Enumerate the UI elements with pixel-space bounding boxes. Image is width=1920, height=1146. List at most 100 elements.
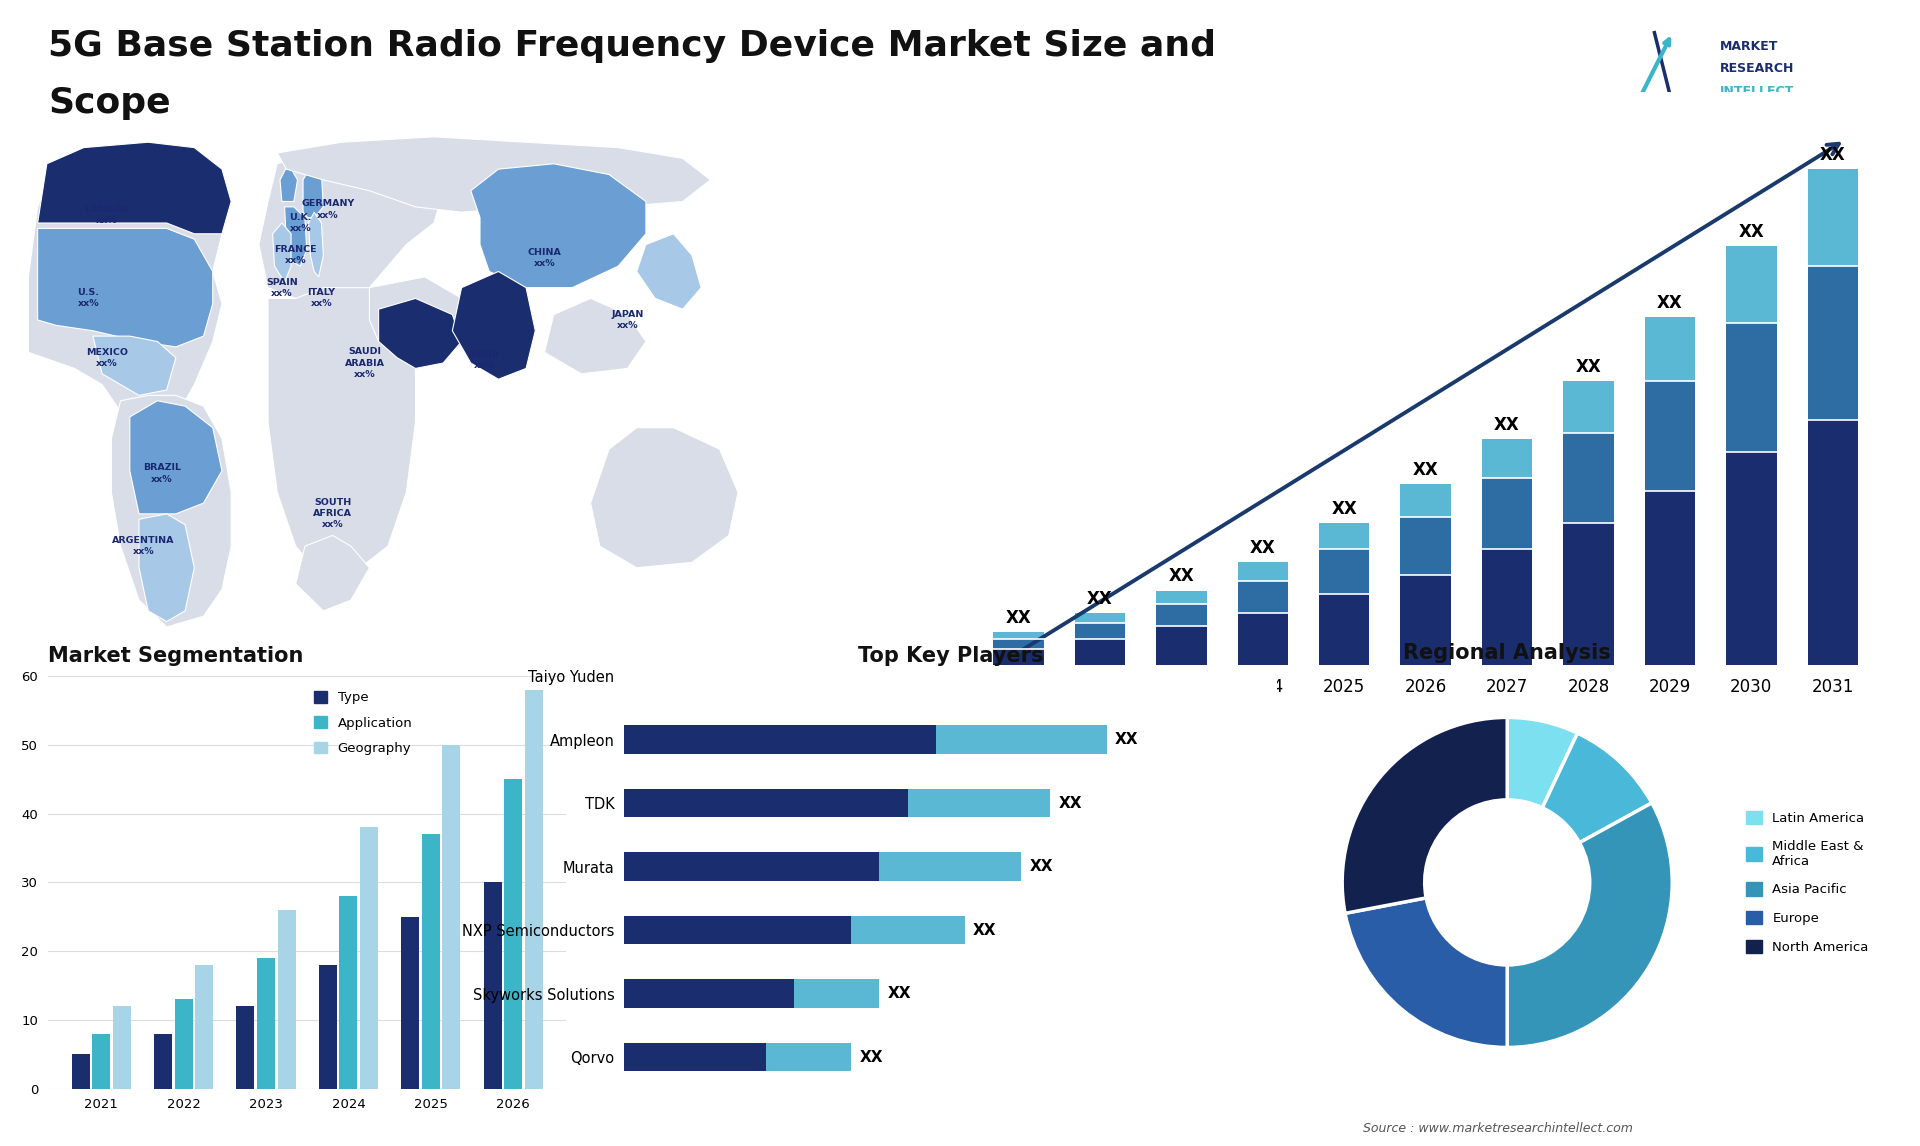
Bar bbox=[524, 690, 543, 1089]
Bar bbox=[71, 1054, 90, 1089]
Text: XX: XX bbox=[1029, 860, 1054, 874]
Text: Market Segmentation: Market Segmentation bbox=[48, 646, 303, 666]
Bar bbox=[1645, 382, 1695, 490]
Bar bbox=[1645, 490, 1695, 665]
Text: XX: XX bbox=[860, 1050, 883, 1065]
Wedge shape bbox=[1342, 717, 1507, 913]
Text: XX: XX bbox=[1413, 461, 1438, 479]
Bar bbox=[442, 745, 461, 1089]
Text: 5G Base Station Radio Frequency Device Market Size and: 5G Base Station Radio Frequency Device M… bbox=[48, 29, 1215, 63]
Bar bbox=[993, 633, 1044, 639]
Text: XX: XX bbox=[1087, 590, 1114, 609]
Text: XX: XX bbox=[1494, 416, 1521, 434]
Bar bbox=[1238, 613, 1288, 665]
Text: U.S.
xx%: U.S. xx% bbox=[77, 289, 100, 308]
Legend: Type, Application, Geography: Type, Application, Geography bbox=[313, 691, 413, 755]
Wedge shape bbox=[1542, 733, 1651, 842]
Polygon shape bbox=[138, 513, 194, 621]
Text: MEXICO
xx%: MEXICO xx% bbox=[86, 347, 129, 368]
Polygon shape bbox=[545, 298, 645, 374]
Bar bbox=[257, 958, 275, 1089]
Text: FRANCE
xx%: FRANCE xx% bbox=[275, 245, 317, 266]
Bar bbox=[196, 965, 213, 1089]
Bar bbox=[624, 916, 851, 944]
Polygon shape bbox=[284, 206, 307, 266]
Text: SPAIN
xx%: SPAIN xx% bbox=[267, 277, 298, 298]
Bar bbox=[1238, 562, 1288, 581]
Text: XX: XX bbox=[1576, 359, 1601, 376]
Legend: Latin America, Middle East &
Africa, Asia Pacific, Europe, North America: Latin America, Middle East & Africa, Asi… bbox=[1741, 806, 1874, 959]
Bar bbox=[624, 1043, 766, 1072]
Polygon shape bbox=[591, 427, 737, 567]
Text: XX: XX bbox=[1331, 500, 1357, 518]
Bar bbox=[1726, 323, 1776, 453]
Bar bbox=[879, 853, 1021, 881]
Text: XX: XX bbox=[1738, 223, 1764, 241]
Bar bbox=[175, 999, 192, 1089]
Bar bbox=[1319, 523, 1369, 549]
Text: SOUTH
AFRICA
xx%: SOUTH AFRICA xx% bbox=[313, 499, 351, 529]
Bar bbox=[1482, 478, 1532, 549]
Polygon shape bbox=[276, 136, 710, 212]
Bar bbox=[92, 1034, 109, 1089]
Bar bbox=[908, 788, 1050, 817]
Text: SAUDI
ARABIA
xx%: SAUDI ARABIA xx% bbox=[346, 347, 384, 378]
Polygon shape bbox=[111, 395, 230, 627]
Text: JAPAN
xx%: JAPAN xx% bbox=[611, 309, 643, 330]
Bar bbox=[993, 639, 1044, 649]
Bar bbox=[795, 980, 879, 1007]
Bar bbox=[1156, 590, 1206, 604]
Text: XX: XX bbox=[1657, 293, 1682, 312]
Polygon shape bbox=[131, 401, 223, 513]
Wedge shape bbox=[1346, 897, 1507, 1047]
Polygon shape bbox=[29, 142, 230, 427]
Wedge shape bbox=[1507, 717, 1578, 808]
Bar bbox=[236, 1006, 255, 1089]
Polygon shape bbox=[309, 212, 323, 277]
Bar bbox=[1726, 246, 1776, 323]
Bar bbox=[624, 725, 937, 754]
Bar bbox=[1726, 453, 1776, 665]
Polygon shape bbox=[453, 272, 536, 379]
Polygon shape bbox=[38, 142, 230, 234]
Bar bbox=[401, 917, 419, 1089]
Polygon shape bbox=[269, 288, 415, 579]
Bar bbox=[1563, 523, 1613, 665]
Text: ITALY
xx%: ITALY xx% bbox=[307, 289, 336, 308]
Polygon shape bbox=[38, 228, 213, 347]
Text: INTELLECT: INTELLECT bbox=[1720, 85, 1793, 97]
Polygon shape bbox=[303, 164, 323, 218]
Text: CANADA
xx%: CANADA xx% bbox=[84, 205, 129, 225]
Polygon shape bbox=[259, 148, 444, 298]
Bar bbox=[1563, 382, 1613, 433]
Text: XX: XX bbox=[887, 986, 912, 1002]
Text: INDIA
xx%: INDIA xx% bbox=[470, 351, 499, 370]
Text: XX: XX bbox=[973, 923, 996, 937]
Text: Scope: Scope bbox=[48, 86, 171, 120]
Bar bbox=[1400, 517, 1452, 574]
Bar bbox=[1563, 433, 1613, 523]
Bar bbox=[505, 779, 522, 1089]
Bar bbox=[359, 827, 378, 1089]
Polygon shape bbox=[273, 223, 292, 282]
Bar bbox=[851, 916, 964, 944]
Bar bbox=[1156, 604, 1206, 626]
Title: Top Key Players: Top Key Players bbox=[858, 646, 1043, 666]
Bar bbox=[1075, 613, 1125, 622]
Text: XX: XX bbox=[1006, 610, 1031, 627]
Wedge shape bbox=[1507, 803, 1672, 1047]
Bar bbox=[1645, 317, 1695, 382]
Text: BRAZIL
xx%: BRAZIL xx% bbox=[144, 463, 180, 484]
Bar bbox=[1319, 549, 1369, 594]
Text: XX: XX bbox=[1820, 146, 1845, 164]
Bar bbox=[937, 725, 1106, 754]
Text: MARKET: MARKET bbox=[1720, 40, 1778, 53]
Bar bbox=[422, 834, 440, 1089]
Bar bbox=[484, 882, 501, 1089]
Text: CHINA
xx%: CHINA xx% bbox=[528, 248, 561, 268]
Bar bbox=[154, 1034, 173, 1089]
Text: XX: XX bbox=[1250, 539, 1275, 557]
Bar bbox=[1482, 549, 1532, 665]
Text: XX: XX bbox=[1058, 795, 1081, 810]
Bar bbox=[1156, 626, 1206, 665]
